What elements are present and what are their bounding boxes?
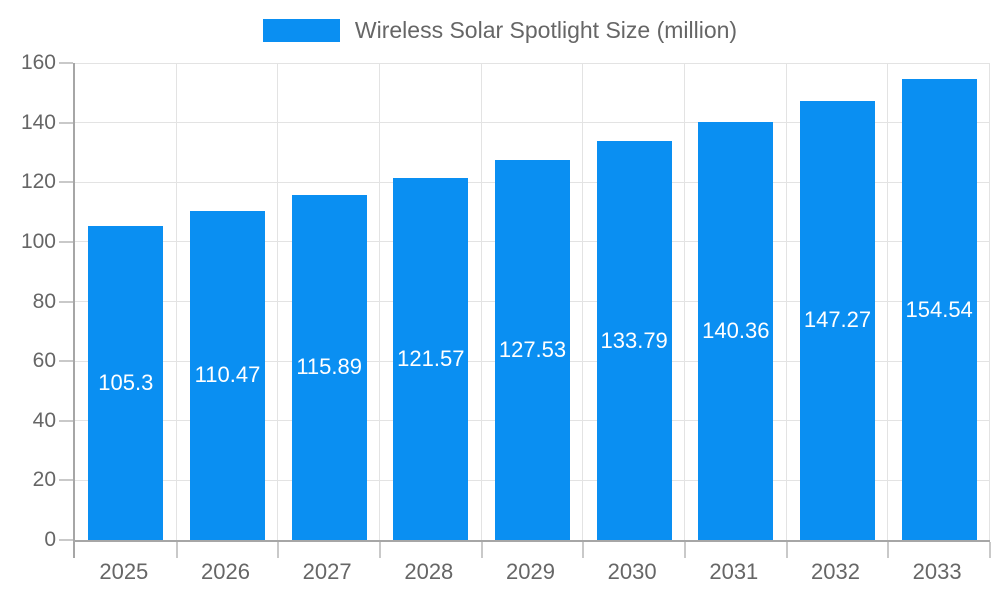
y-axis-tick-label: 160 (20, 51, 56, 74)
bar-value-label: 121.57 (397, 345, 465, 371)
y-axis-tick-label: 120 (20, 170, 56, 194)
gridline-vertical (277, 63, 279, 540)
gridline-vertical (582, 63, 584, 540)
y-axis-tick (59, 121, 73, 124)
x-axis-tick (277, 542, 280, 558)
bar[interactable]: 105.3 (88, 226, 164, 540)
x-axis-tick (785, 542, 788, 558)
x-axis-tick (480, 542, 483, 558)
gridline-vertical (378, 63, 380, 540)
bar[interactable]: 115.89 (291, 194, 367, 540)
bar[interactable]: 121.57 (393, 177, 469, 540)
y-axis-labels: 0 20 40 60 80 100 120 140 160 (0, 51, 56, 551)
legend-swatch[interactable] (262, 19, 340, 42)
bar[interactable]: 110.47 (189, 210, 265, 540)
y-axis-extension-tick (73, 542, 75, 558)
bar-value-label: 127.53 (498, 336, 567, 362)
y-axis-tick (59, 300, 73, 303)
y-axis-tick (59, 479, 73, 482)
y-axis-tick-label: 60 (32, 349, 56, 373)
x-axis-category-label: 2027 (302, 559, 352, 584)
x-axis-category-label: 2032 (811, 559, 860, 584)
x-axis-tick (582, 542, 585, 558)
gridline-horizontal (75, 122, 990, 124)
y-axis-tick (59, 419, 73, 422)
bar[interactable]: 140.36 (698, 121, 774, 540)
x-axis-category-label: 2033 (912, 559, 962, 584)
gridline-vertical (989, 63, 990, 540)
bar[interactable]: 133.79 (596, 141, 672, 540)
x-axis-category-label: 2026 (201, 559, 250, 584)
x-axis-category-label: 2030 (607, 559, 657, 584)
gridline-vertical (887, 63, 889, 540)
x-axis-category-label: 2025 (99, 559, 149, 584)
gridline-vertical (480, 63, 482, 540)
y-axis-tick-label: 20 (32, 468, 56, 492)
x-axis-tick (683, 542, 686, 558)
x-axis-category-label: 2028 (404, 559, 454, 584)
gridline-vertical (785, 63, 787, 540)
bar[interactable]: 127.53 (494, 159, 570, 540)
y-axis-tick-label: 80 (32, 289, 56, 313)
y-axis-tick-label: 140 (20, 110, 56, 134)
legend[interactable]: Wireless Solar Spotlight Size (million) (0, 17, 1000, 44)
bar-value-label: 115.89 (296, 354, 362, 380)
y-axis-tick-label: 100 (20, 229, 56, 253)
y-axis-tick (59, 539, 73, 541)
bar-value-label: 140.36 (702, 317, 770, 343)
legend-label: Wireless Solar Spotlight Size (million) (354, 17, 738, 43)
y-axis-tick (59, 181, 73, 184)
y-axis-tick-label: 0 (44, 528, 56, 551)
x-axis-tick (989, 542, 991, 558)
bar-value-label: 133.79 (600, 327, 668, 353)
bar[interactable]: 147.27 (799, 100, 875, 540)
gridline-vertical (683, 63, 685, 540)
gridline-horizontal (75, 62, 990, 64)
y-axis-tick (59, 240, 73, 243)
bar-value-label: 105.3 (98, 370, 154, 396)
y-axis-tick (59, 360, 73, 363)
plot-area: 105.3 110.47 115.89 121.57 127.53 133.79 140.3… (59, 62, 991, 558)
x-axis-tick (378, 542, 381, 558)
gridline-vertical (175, 63, 177, 540)
x-axis-labels: 2025 2026 2027 2028 2029 2030 2031 2032 2033 (73, 559, 988, 589)
y-axis-tick-label: 40 (32, 408, 56, 432)
x-axis-tick (175, 542, 178, 558)
bar-value-label: 110.47 (194, 362, 261, 388)
bar[interactable]: 154.54 (901, 79, 977, 540)
bar-value-label: 154.54 (905, 296, 973, 322)
x-axis-category-label: 2029 (506, 559, 555, 584)
x-axis-category-label: 2031 (709, 559, 759, 584)
y-axis-tick (59, 62, 73, 64)
x-axis-tick (887, 542, 890, 558)
bar-value-label: 147.27 (803, 307, 872, 333)
